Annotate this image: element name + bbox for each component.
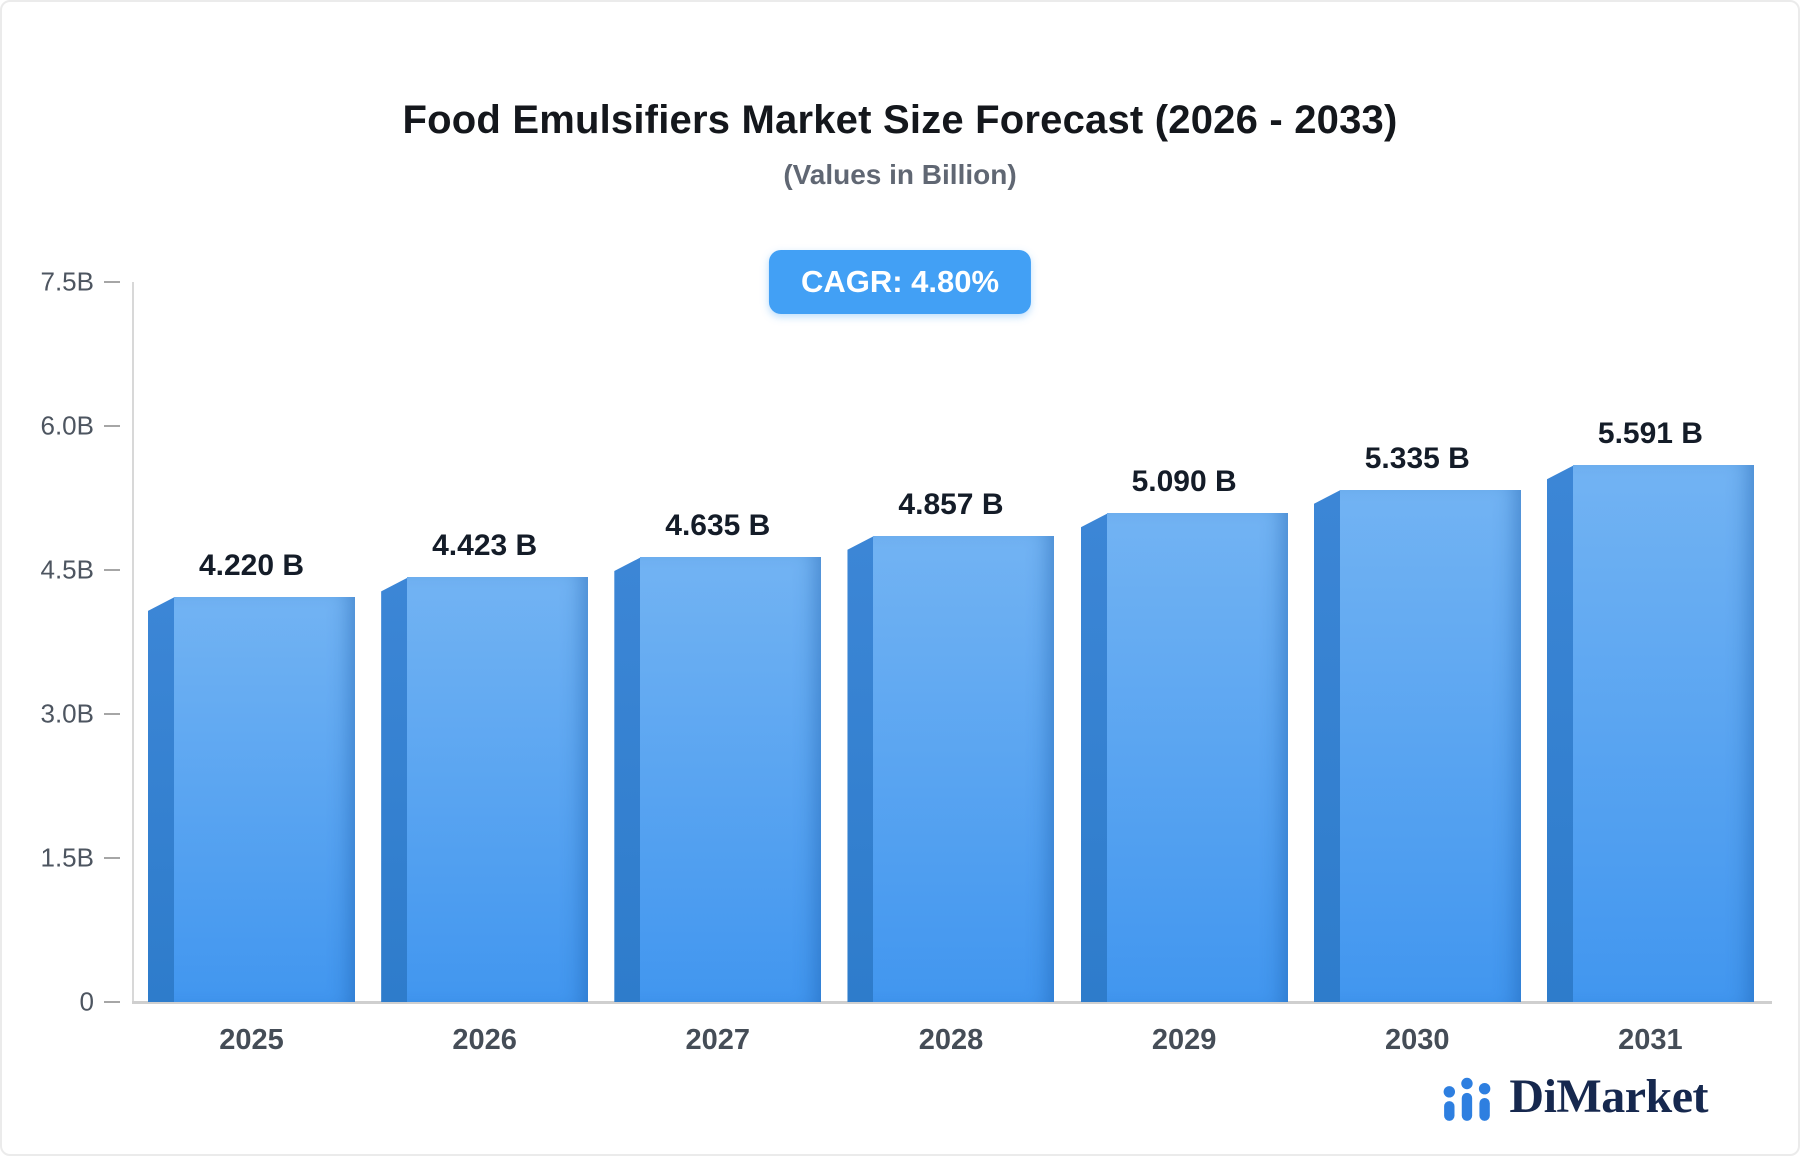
bar-value-label: 5.090 B — [1131, 465, 1237, 499]
y-axis-tick-mark — [104, 857, 120, 859]
bar-face — [174, 596, 355, 1002]
bar-value-label: 5.591 B — [1597, 417, 1703, 451]
y-axis-tick-label: 1.5B — [40, 842, 95, 873]
logo-text: DiMarket — [1509, 1070, 1708, 1123]
bar-3d-side — [148, 596, 175, 1002]
bar-face — [1339, 489, 1521, 1002]
bar-group: 5.090 B 2029 — [1080, 282, 1288, 1056]
x-axis-category-label: 2031 — [1618, 1024, 1683, 1056]
bars-container: 4.220 B 2025 4.423 B 2026 4.635 B — [134, 282, 1768, 1056]
x-axis-category-label: 2027 — [685, 1024, 751, 1056]
bar-group: 4.423 B 2026 — [381, 282, 589, 1056]
bar-chart-logo-icon — [1444, 1077, 1491, 1121]
x-axis-category-label: 2029 — [1151, 1024, 1217, 1056]
x-axis-category-label: 2030 — [1385, 1024, 1450, 1056]
bar-2029: 5.090 B — [1080, 465, 1288, 1002]
bar-2026: 4.423 B — [381, 529, 589, 1002]
bar-2031: 5.591 B — [1546, 417, 1754, 1002]
bar-value-label: 4.220 B — [198, 548, 305, 582]
y-axis-tick-label: 0 — [79, 986, 94, 1017]
y-axis-tick-mark — [104, 1001, 120, 1003]
bar-3d-side — [1080, 513, 1108, 1002]
y-axis-tick-mark — [104, 713, 120, 715]
y-axis-tick-label: 6.0B — [40, 410, 95, 441]
bar-face — [640, 557, 822, 1002]
x-axis-category-label: 2026 — [452, 1024, 517, 1056]
bar-value-label: 4.423 B — [432, 529, 538, 563]
bar-value-label: 4.857 B — [898, 487, 1004, 521]
bar-chart: 7.5B 6.0B 4.5B 3.0B 1.5B 0 4. — [2, 267, 1798, 1056]
y-axis-tick-label: 3.0B — [40, 698, 95, 729]
bar-3d-side — [1546, 465, 1574, 1002]
bar-group: 5.335 B 2030 — [1313, 282, 1521, 1056]
bar-3d-side — [1313, 489, 1341, 1002]
bar-face — [1106, 513, 1288, 1002]
bar-value-label: 5.335 B — [1364, 441, 1470, 475]
bar-2028: 4.857 B — [847, 488, 1055, 1002]
bar-3d-side — [847, 535, 875, 1002]
y-axis-tick-mark — [104, 425, 120, 427]
x-axis-category-label: 2025 — [219, 1024, 284, 1056]
bar-face — [407, 577, 589, 1002]
bar-group: 4.220 B 2025 — [148, 282, 355, 1056]
bar-2025: 4.220 B — [148, 549, 355, 1002]
x-axis-line — [132, 1001, 1772, 1004]
y-axis-tick-mark — [104, 281, 120, 283]
bar-face — [1572, 465, 1754, 1002]
chart-subtitle: (Values in Billion) — [783, 159, 1017, 190]
bar-2030: 5.335 B — [1313, 442, 1521, 1002]
bar-2027: 4.635 B — [614, 509, 822, 1002]
y-axis-tick-label: 4.5B — [40, 554, 95, 585]
bar-group: 4.635 B 2027 — [614, 282, 822, 1056]
y-axis-tick-mark — [104, 569, 120, 571]
bar-3d-side — [614, 557, 642, 1002]
y-axis-tick-label: 7.5B — [40, 266, 95, 297]
dimarket-logo: DiMarket — [1441, 1069, 1708, 1124]
y-axis-line — [132, 282, 134, 1002]
bar-3d-side — [381, 577, 409, 1002]
bar-face — [873, 535, 1055, 1002]
bar-group: 5.591 B 2031 — [1546, 282, 1754, 1056]
bar-group: 4.857 B 2028 — [847, 282, 1055, 1056]
bar-value-label: 4.635 B — [665, 509, 771, 543]
cagr-badge: CAGR: 4.80% — [768, 250, 1032, 314]
chart-title: Food Emulsifiers Market Size Forecast (2… — [402, 98, 1398, 142]
x-axis-category-label: 2028 — [918, 1024, 984, 1056]
